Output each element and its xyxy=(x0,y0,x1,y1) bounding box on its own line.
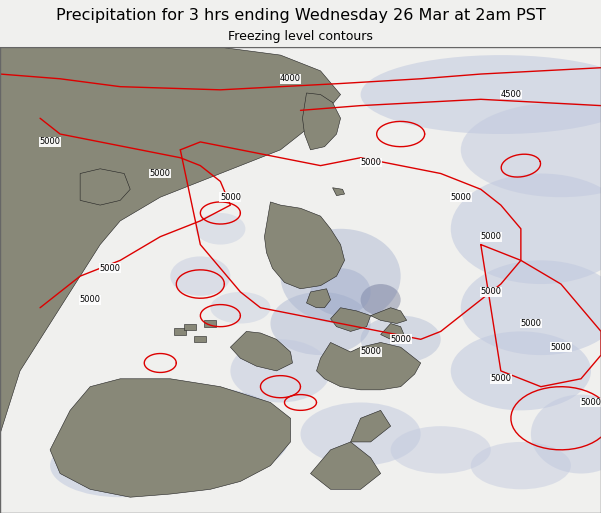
Text: 5000: 5000 xyxy=(150,169,171,178)
Polygon shape xyxy=(371,308,407,324)
Text: 5000: 5000 xyxy=(450,193,471,202)
Ellipse shape xyxy=(361,55,601,134)
Ellipse shape xyxy=(361,284,401,315)
Text: 5000: 5000 xyxy=(100,264,121,273)
Polygon shape xyxy=(194,336,206,343)
Polygon shape xyxy=(311,442,380,489)
Polygon shape xyxy=(204,320,216,327)
Ellipse shape xyxy=(230,339,331,403)
Text: 5000: 5000 xyxy=(360,347,381,357)
Text: 4000: 4000 xyxy=(280,74,301,83)
Text: 4500: 4500 xyxy=(501,90,521,99)
Polygon shape xyxy=(185,324,197,330)
Polygon shape xyxy=(230,331,293,371)
Text: 5000: 5000 xyxy=(40,137,61,146)
Ellipse shape xyxy=(195,213,245,245)
Text: 5000: 5000 xyxy=(520,319,542,328)
Text: Freezing level contours: Freezing level contours xyxy=(228,30,373,43)
Ellipse shape xyxy=(451,331,591,410)
Text: 5000: 5000 xyxy=(480,287,501,297)
Polygon shape xyxy=(50,379,290,497)
Polygon shape xyxy=(307,289,331,308)
Polygon shape xyxy=(317,343,421,390)
Text: 5000: 5000 xyxy=(390,335,411,344)
Ellipse shape xyxy=(391,426,491,473)
Polygon shape xyxy=(350,410,391,442)
Text: Precipitation for 3 hrs ending Wednesday 26 Mar at 2am PST: Precipitation for 3 hrs ending Wednesday… xyxy=(56,8,545,23)
Ellipse shape xyxy=(270,292,371,355)
Ellipse shape xyxy=(461,261,601,355)
Ellipse shape xyxy=(281,229,401,324)
Polygon shape xyxy=(174,328,186,334)
Polygon shape xyxy=(380,324,404,339)
Ellipse shape xyxy=(170,256,230,296)
Ellipse shape xyxy=(311,268,371,315)
Ellipse shape xyxy=(50,434,191,497)
Ellipse shape xyxy=(531,394,601,473)
Text: 5000: 5000 xyxy=(80,295,100,304)
Text: 5000: 5000 xyxy=(490,374,511,383)
Text: 5000: 5000 xyxy=(360,158,381,167)
Text: 5000: 5000 xyxy=(220,193,241,202)
Ellipse shape xyxy=(461,103,601,197)
Ellipse shape xyxy=(210,292,270,324)
Polygon shape xyxy=(80,169,130,205)
Text: 5000: 5000 xyxy=(480,232,501,241)
Polygon shape xyxy=(264,202,344,289)
Ellipse shape xyxy=(451,173,601,284)
Polygon shape xyxy=(332,188,344,195)
Polygon shape xyxy=(302,93,341,150)
Ellipse shape xyxy=(300,403,421,466)
Polygon shape xyxy=(0,47,341,434)
Ellipse shape xyxy=(110,387,290,481)
Polygon shape xyxy=(331,308,371,331)
Ellipse shape xyxy=(361,315,441,363)
Text: 5000: 5000 xyxy=(581,398,601,407)
Ellipse shape xyxy=(471,442,571,489)
Text: 5000: 5000 xyxy=(551,343,572,352)
